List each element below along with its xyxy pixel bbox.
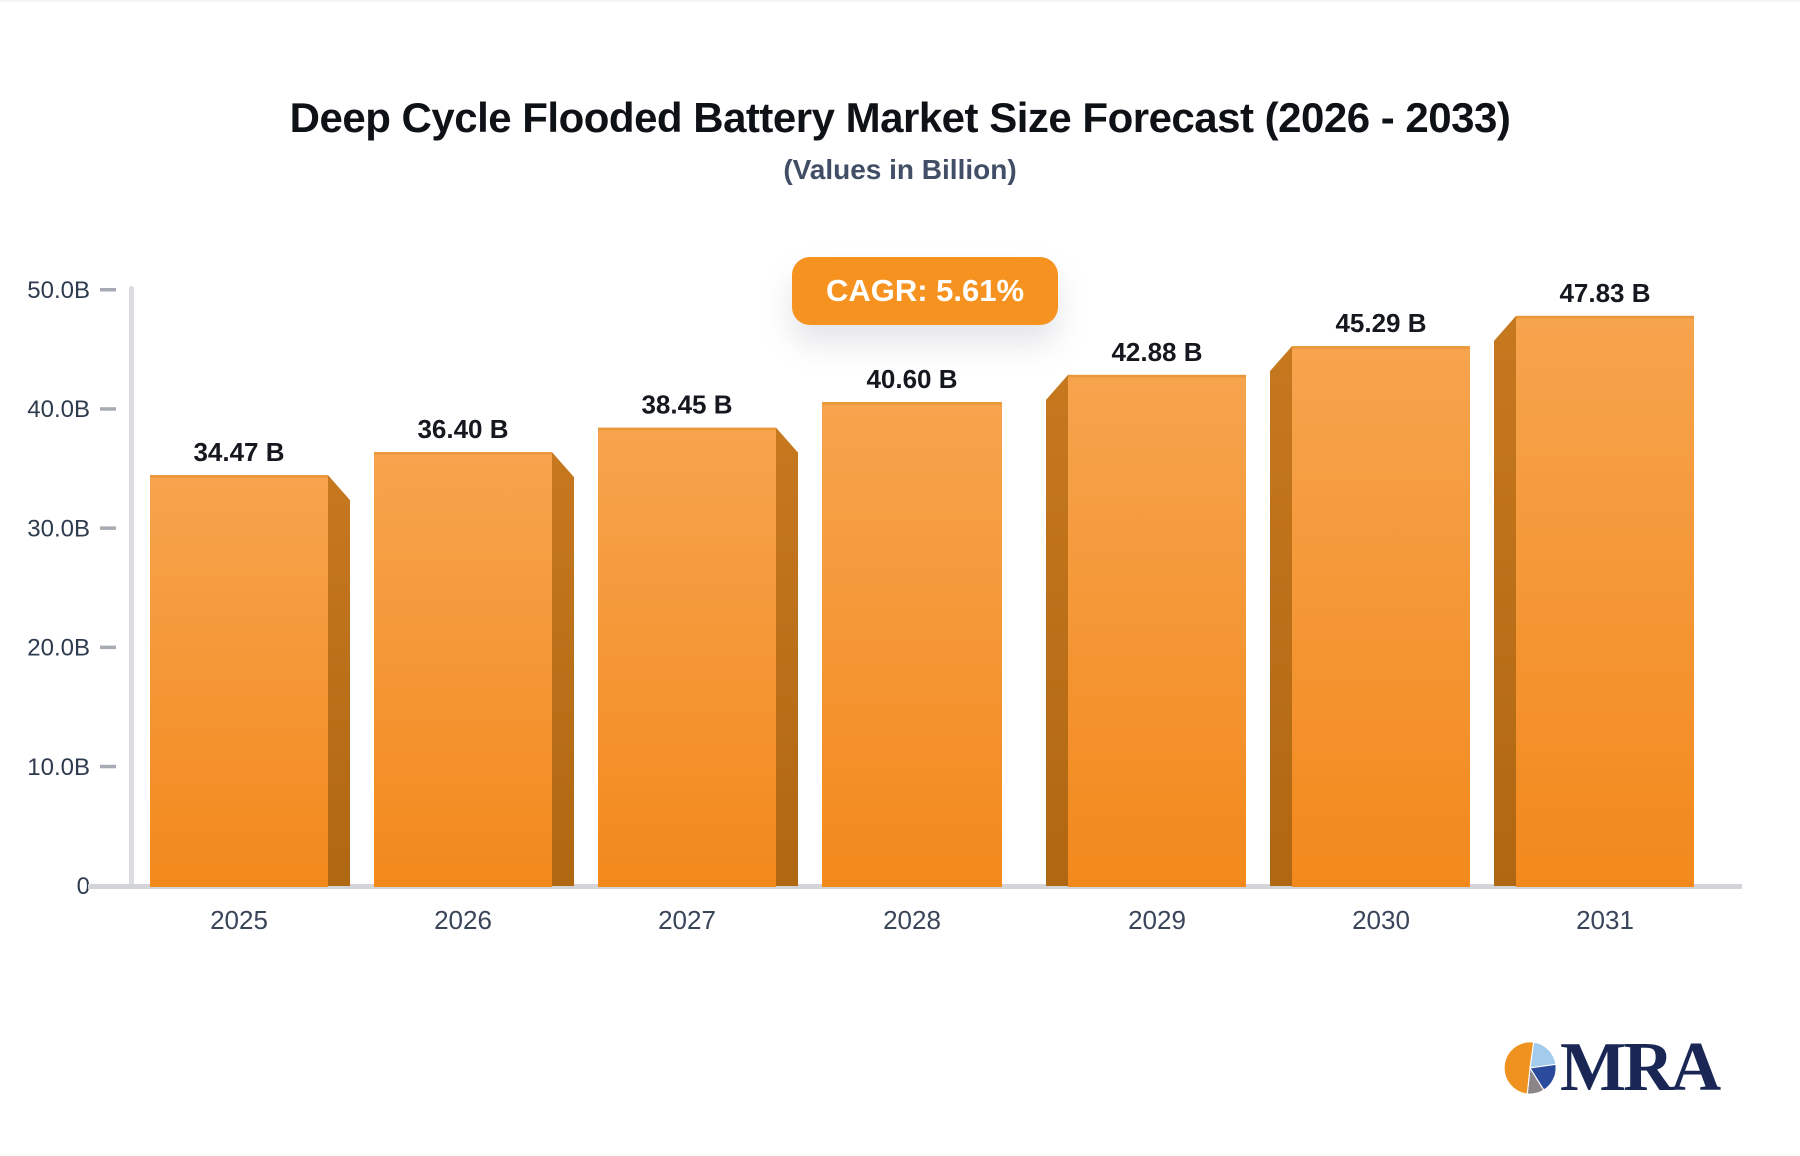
- bar-side-face: [552, 452, 574, 886]
- y-axis-tick-label: 20.0B: [27, 635, 90, 662]
- bar-side-face: [1270, 346, 1292, 886]
- bar-2027: 38.45 B 2027: [598, 390, 798, 935]
- x-axis-category-label: 2026: [434, 905, 492, 935]
- bar-value-label: 42.88 B: [1111, 337, 1202, 367]
- bar-2030: 45.29 B 2030: [1270, 308, 1470, 935]
- x-axis-category-label: 2027: [658, 905, 716, 935]
- x-axis-category-label: 2031: [1576, 905, 1634, 935]
- bar-2029: 42.88 B 2029: [1046, 337, 1246, 935]
- bar-2026: 36.40 B 2026: [374, 414, 574, 935]
- bar-front-face: [1292, 346, 1470, 887]
- bar-front-face: [1068, 374, 1246, 887]
- chart-title: Deep Cycle Flooded Battery Market Size F…: [289, 94, 1511, 141]
- bar-front-face: [1516, 315, 1694, 887]
- bar-value-label: 47.83 B: [1559, 278, 1650, 308]
- x-axis-category-label: 2025: [210, 905, 268, 935]
- mra-logo: MRA: [1502, 1029, 1721, 1106]
- bar-side-face: [776, 427, 798, 886]
- bar-side-face: [1494, 315, 1516, 886]
- y-axis-tick-label: 0: [77, 873, 90, 900]
- y-axis-tick-label: 10.0B: [27, 754, 90, 781]
- bar-side-face: [1046, 374, 1068, 886]
- bar-top-edge: [1292, 346, 1470, 349]
- y-axis-tick-label: 30.0B: [27, 515, 90, 542]
- bar-2031: 47.83 B 2031: [1494, 278, 1694, 935]
- x-axis-category-label: 2028: [883, 905, 941, 935]
- x-axis-category-label: 2030: [1352, 905, 1410, 935]
- y-axis-tick: [100, 526, 116, 530]
- bar-2025: 34.47 B 2025: [150, 437, 350, 935]
- bar-top-edge: [150, 475, 328, 478]
- bar-value-label: 45.29 B: [1335, 308, 1426, 338]
- bar-chart: 0 10.0B 20.0B 30.0B 40.0B 50.0B 34.47 B 2025 36.…: [27, 277, 1742, 935]
- bar-value-label: 34.47 B: [193, 437, 284, 467]
- bar-front-face: [598, 427, 776, 887]
- y-axis-tick-label: 50.0B: [27, 277, 90, 304]
- chart-subtitle: (Values in Billion): [783, 154, 1017, 185]
- mra-logo-text: MRA: [1560, 1029, 1721, 1106]
- bar-top-edge: [374, 452, 552, 455]
- bar-top-edge: [598, 427, 776, 431]
- bar-top-edge: [822, 402, 1002, 405]
- cagr-badge-label: CAGR: 5.61%: [825, 273, 1025, 308]
- bar-side-face: [328, 475, 350, 886]
- y-axis-tick: [100, 764, 116, 769]
- y-axis-line: [129, 286, 134, 888]
- y-axis-tick: [100, 407, 116, 411]
- pie-chart-icon: [1503, 1041, 1557, 1095]
- cagr-badge: CAGR: 5.61%: [792, 257, 1058, 325]
- y-axis-tick: [100, 645, 116, 650]
- bar-front-face: [374, 452, 552, 887]
- y-axis-tick-label: 40.0B: [27, 396, 90, 423]
- x-axis-category-label: 2029: [1128, 905, 1186, 935]
- bar-top-edge: [1516, 315, 1694, 319]
- bar-value-label: 38.45 B: [641, 390, 732, 420]
- y-axis-tick: [100, 288, 116, 292]
- bar-front-face: [150, 475, 328, 887]
- bar-front-face: [822, 402, 1002, 887]
- bar-top-edge: [1068, 374, 1246, 378]
- bar-2028: 40.60 B 2028: [822, 364, 1002, 935]
- bar-value-label: 40.60 B: [866, 364, 957, 394]
- bar-value-label: 36.40 B: [417, 414, 508, 444]
